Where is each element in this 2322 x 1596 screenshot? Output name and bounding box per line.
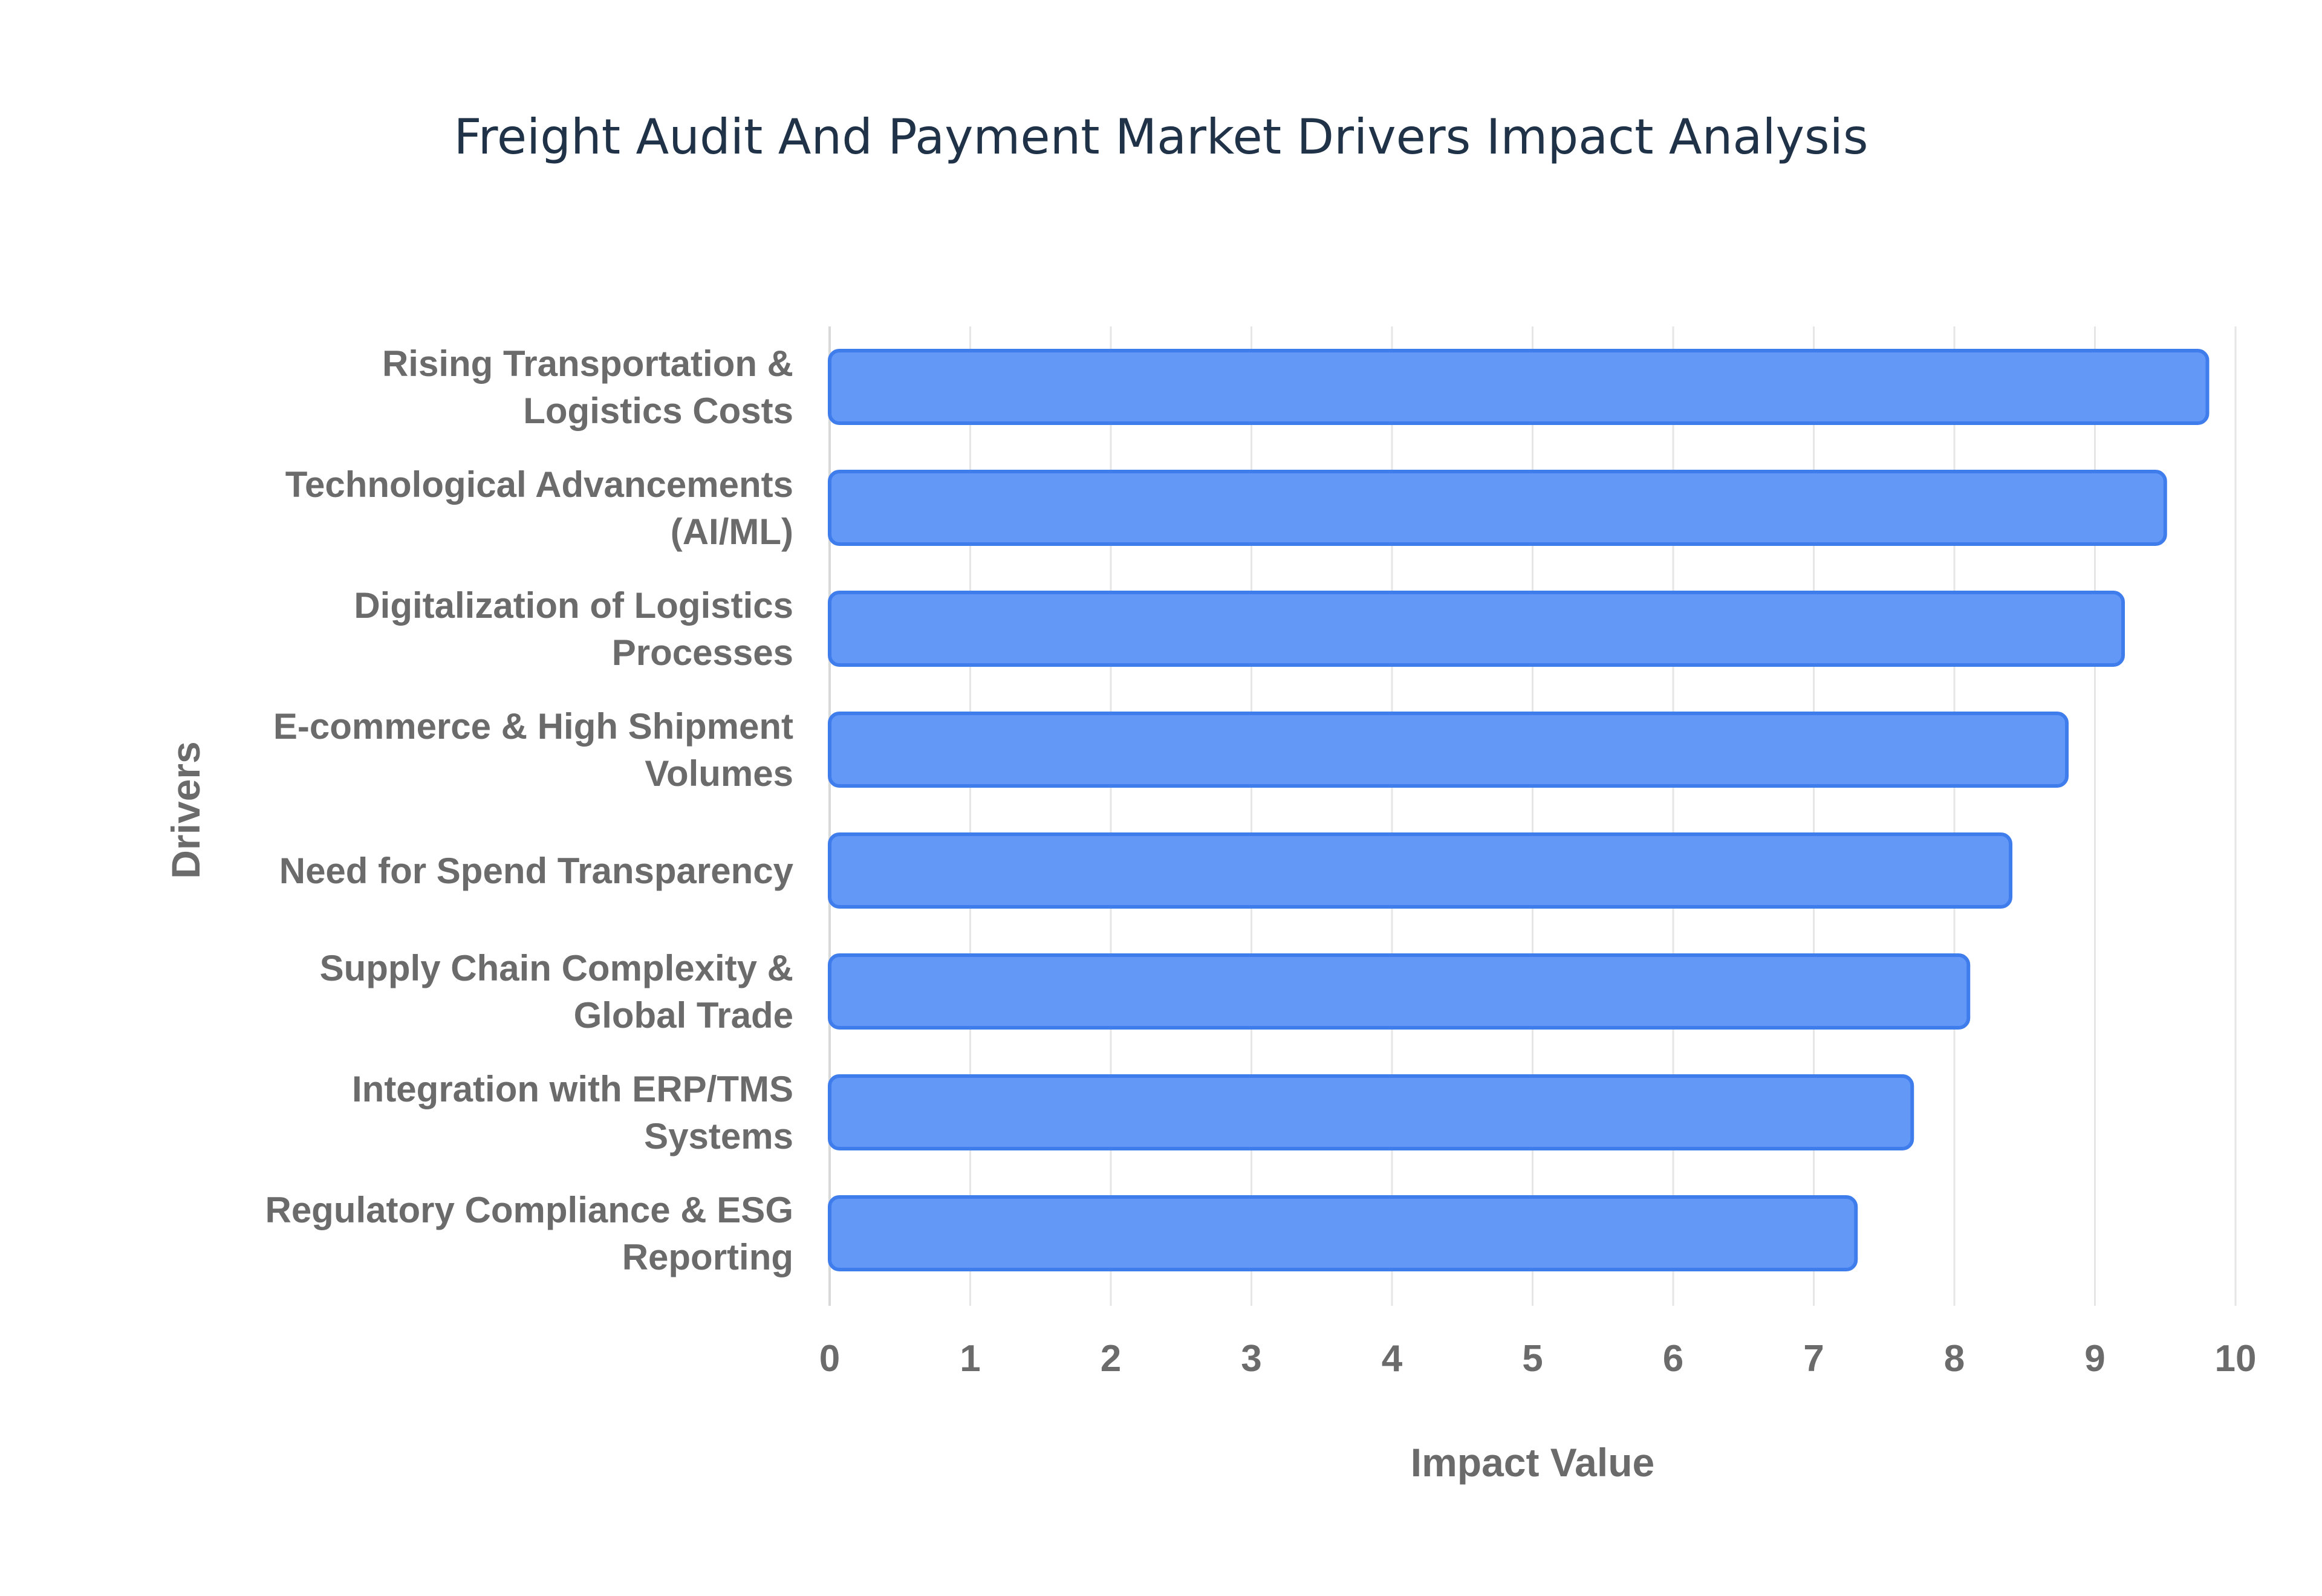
category-label: Need for Spend Transparency bbox=[279, 851, 794, 891]
x-axis-title: Impact Value bbox=[1411, 1440, 1655, 1485]
x-tick-label: 4 bbox=[1382, 1338, 1403, 1380]
category-label: Integration with ERP/TMS bbox=[352, 1069, 793, 1109]
bar bbox=[828, 349, 2210, 425]
x-tick-label: 10 bbox=[2215, 1338, 2257, 1380]
chart-title: Freight Audit And Payment Market Drivers… bbox=[454, 109, 1868, 165]
x-tick-label: 7 bbox=[1803, 1338, 1824, 1380]
category-label: (AI/ML) bbox=[671, 511, 793, 552]
x-tick-label: 0 bbox=[819, 1338, 840, 1380]
category-label: Systems bbox=[644, 1116, 793, 1156]
bar bbox=[828, 832, 2012, 909]
bar bbox=[828, 712, 2069, 788]
x-tick-label: 3 bbox=[1241, 1338, 1261, 1380]
x-tick-label: 6 bbox=[1663, 1338, 1683, 1380]
bar bbox=[828, 591, 2125, 667]
category-label: Volumes bbox=[645, 753, 793, 794]
category-label: Digitalization of Logistics bbox=[354, 585, 793, 626]
category-label: E-commerce & High Shipment bbox=[273, 706, 793, 747]
y-axis-title: Drivers bbox=[163, 741, 208, 879]
x-tick-label: 8 bbox=[1944, 1338, 1965, 1380]
x-tick-label: 9 bbox=[2084, 1338, 2105, 1380]
category-label: Regulatory Compliance & ESG bbox=[265, 1190, 793, 1230]
category-label: Processes bbox=[612, 632, 793, 673]
bar bbox=[828, 470, 2167, 546]
x-tick-label: 2 bbox=[1101, 1338, 1121, 1380]
x-tick-label: 5 bbox=[1522, 1338, 1543, 1380]
category-label: Global Trade bbox=[574, 995, 793, 1036]
bar bbox=[828, 953, 1971, 1030]
category-label: Rising Transportation & bbox=[382, 343, 793, 384]
bar bbox=[828, 1195, 1858, 1271]
bar bbox=[828, 1074, 1914, 1150]
category-label: Supply Chain Complexity & bbox=[320, 948, 793, 988]
x-tick-label: 1 bbox=[960, 1338, 980, 1380]
category-label: Technological Advancements bbox=[285, 464, 793, 505]
category-label: Logistics Costs bbox=[523, 391, 793, 431]
category-label: Reporting bbox=[622, 1237, 793, 1277]
